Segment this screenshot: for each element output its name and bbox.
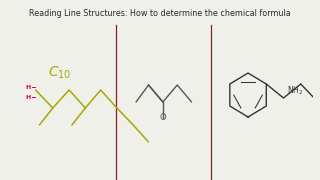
Text: O: O [160, 113, 166, 122]
Text: $C_{10}$: $C_{10}$ [48, 65, 71, 81]
Text: Reading Line Structures: How to determine the chemical formula: Reading Line Structures: How to determin… [29, 9, 291, 18]
Text: NH$_2$: NH$_2$ [287, 84, 303, 96]
Text: H: H [26, 84, 31, 89]
Text: H: H [26, 94, 31, 100]
